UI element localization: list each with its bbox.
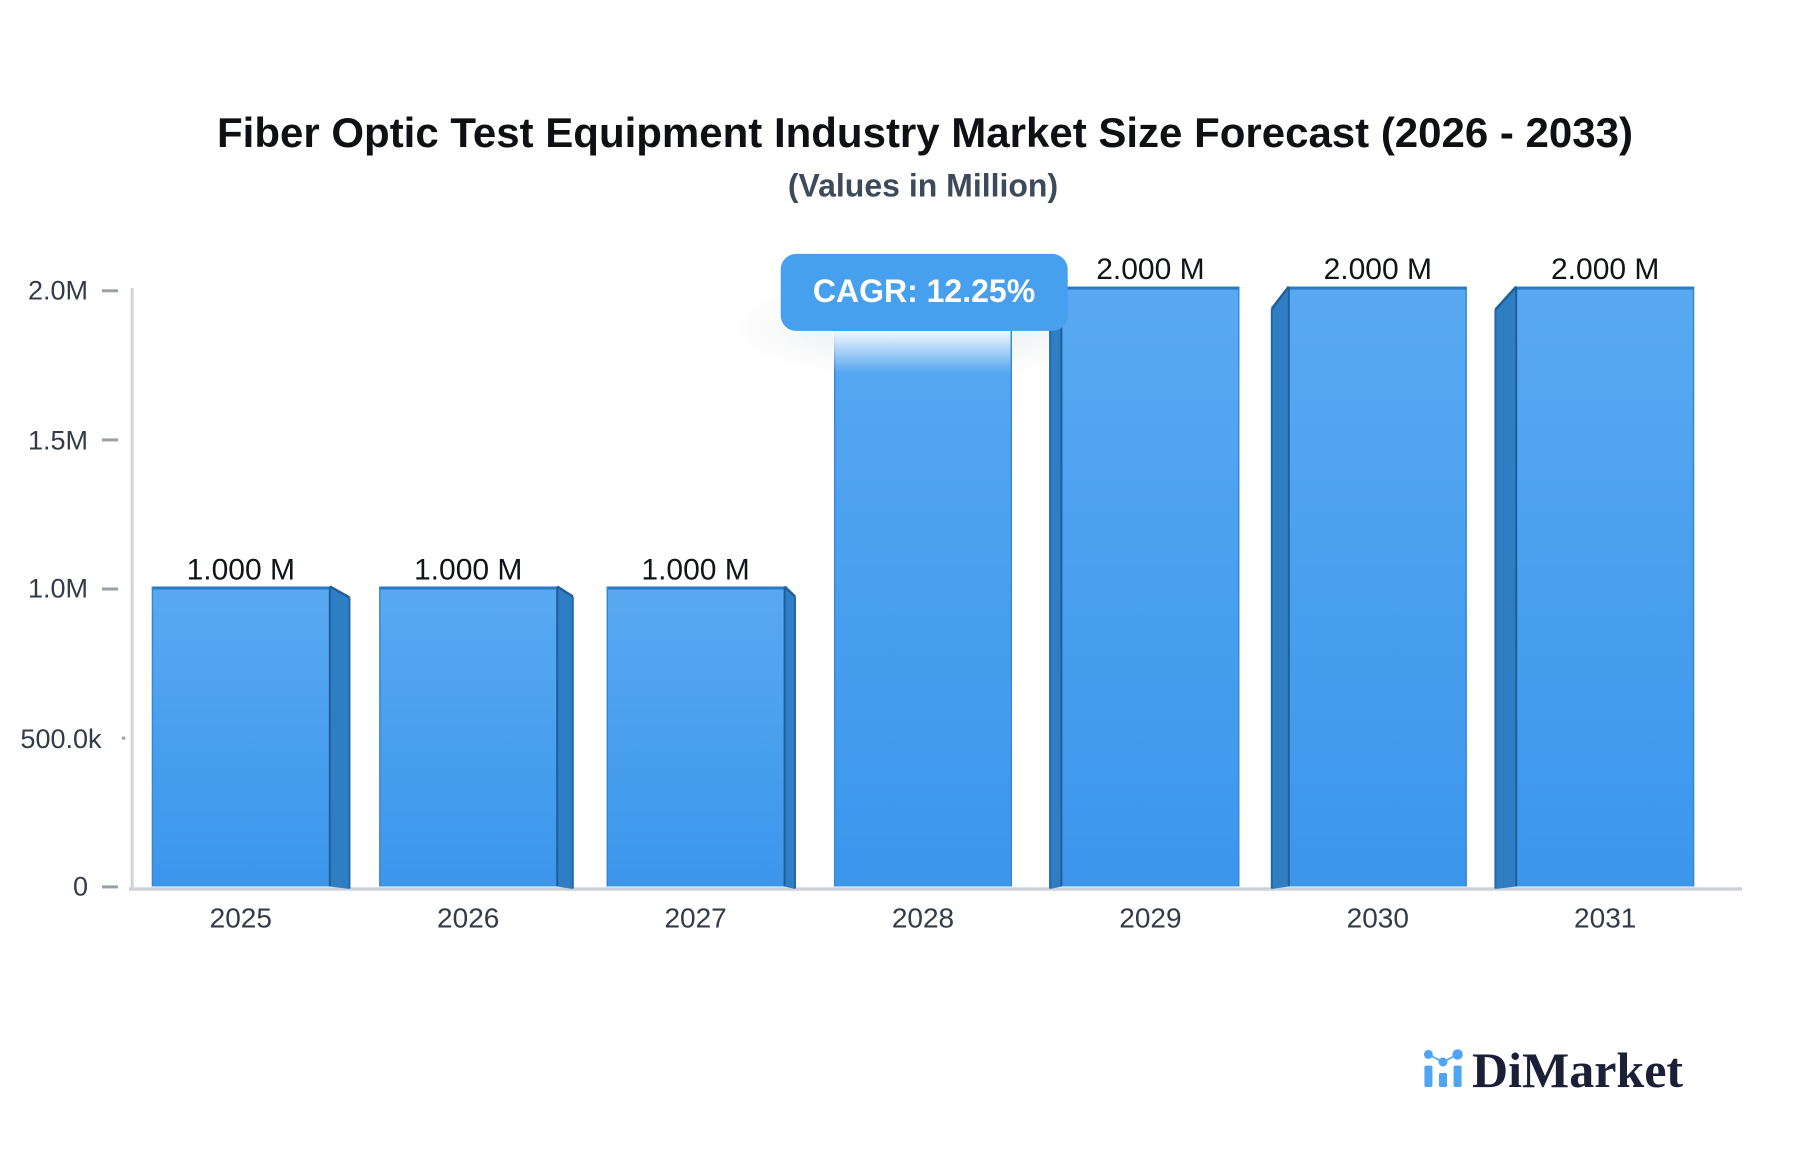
svg-text:1.000 M: 1.000 M [641, 554, 749, 587]
svg-text:500.0k: 500.0k [20, 724, 102, 754]
svg-text:2030: 2030 [1347, 903, 1409, 934]
svg-text:2028: 2028 [892, 903, 954, 934]
svg-text:2.000 M: 2.000 M [1096, 253, 1204, 286]
svg-text:2029: 2029 [1119, 903, 1181, 934]
svg-text:2031: 2031 [1574, 903, 1636, 934]
svg-text:2025: 2025 [210, 903, 272, 934]
svg-text:0: 0 [73, 871, 88, 901]
svg-text:2026: 2026 [437, 903, 499, 934]
svg-text:2.000 M: 2.000 M [1324, 253, 1432, 286]
svg-text:2.0M: 2.0M [28, 276, 88, 306]
svg-text:1.0M: 1.0M [28, 574, 88, 604]
svg-text:2.000 M: 2.000 M [1551, 253, 1659, 286]
svg-text:1.000 M: 1.000 M [187, 554, 295, 587]
svg-text:(Values in Million): (Values in Million) [788, 168, 1058, 204]
svg-text:2027: 2027 [664, 903, 726, 934]
svg-text:CAGR: 12.25%: CAGR: 12.25% [813, 273, 1035, 309]
svg-text:Fiber Optic Test Equipment Ind: Fiber Optic Test Equipment Industry Mark… [217, 109, 1633, 156]
svg-text:DiMarket: DiMarket [1472, 1042, 1683, 1098]
svg-text:1.000 M: 1.000 M [414, 554, 522, 587]
svg-text:1.5M: 1.5M [28, 426, 88, 456]
